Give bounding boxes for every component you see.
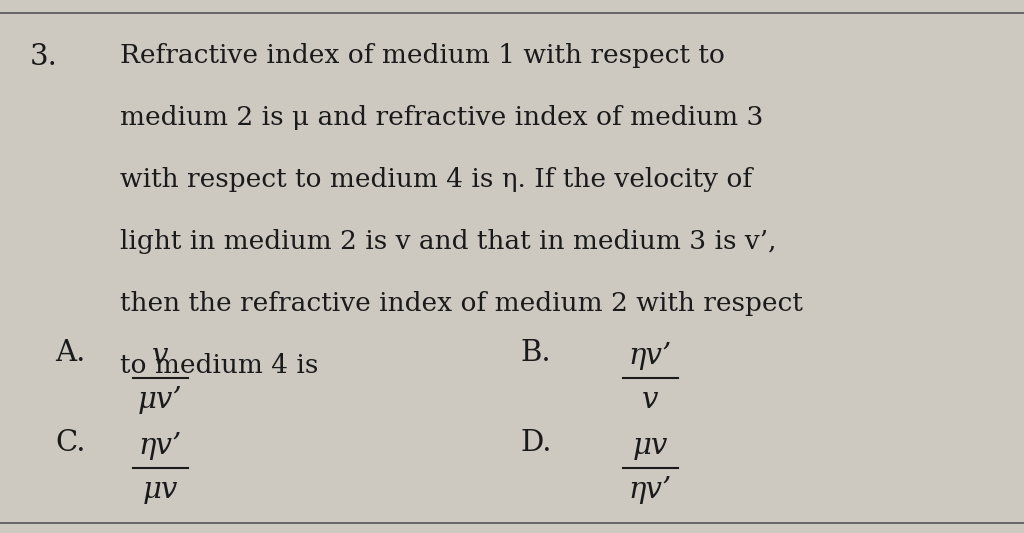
Text: ηv’: ηv’ <box>138 432 181 460</box>
Text: D.: D. <box>520 429 552 457</box>
Text: 3.: 3. <box>30 43 58 71</box>
Text: light in medium 2 is v and that in medium 3 is v’,: light in medium 2 is v and that in mediu… <box>120 229 776 254</box>
Text: ηv’: ηv’ <box>629 476 672 504</box>
Text: v: v <box>642 386 658 414</box>
Text: B.: B. <box>520 339 551 367</box>
Text: μv’: μv’ <box>137 386 182 414</box>
Text: with respect to medium 4 is η. If the velocity of: with respect to medium 4 is η. If the ve… <box>120 167 752 192</box>
Text: Refractive index of medium 1 with respect to: Refractive index of medium 1 with respec… <box>120 43 725 68</box>
Text: A.: A. <box>55 339 85 367</box>
Text: C.: C. <box>55 429 85 457</box>
Text: μv: μv <box>632 432 668 460</box>
Text: medium 2 is μ and refractive index of medium 3: medium 2 is μ and refractive index of me… <box>120 105 763 130</box>
Text: then the refractive index of medium 2 with respect: then the refractive index of medium 2 wi… <box>120 291 803 316</box>
Text: v: v <box>152 342 168 370</box>
Text: ηv’: ηv’ <box>629 342 672 370</box>
Text: μv: μv <box>142 476 178 504</box>
Text: to medium 4 is: to medium 4 is <box>120 353 318 378</box>
